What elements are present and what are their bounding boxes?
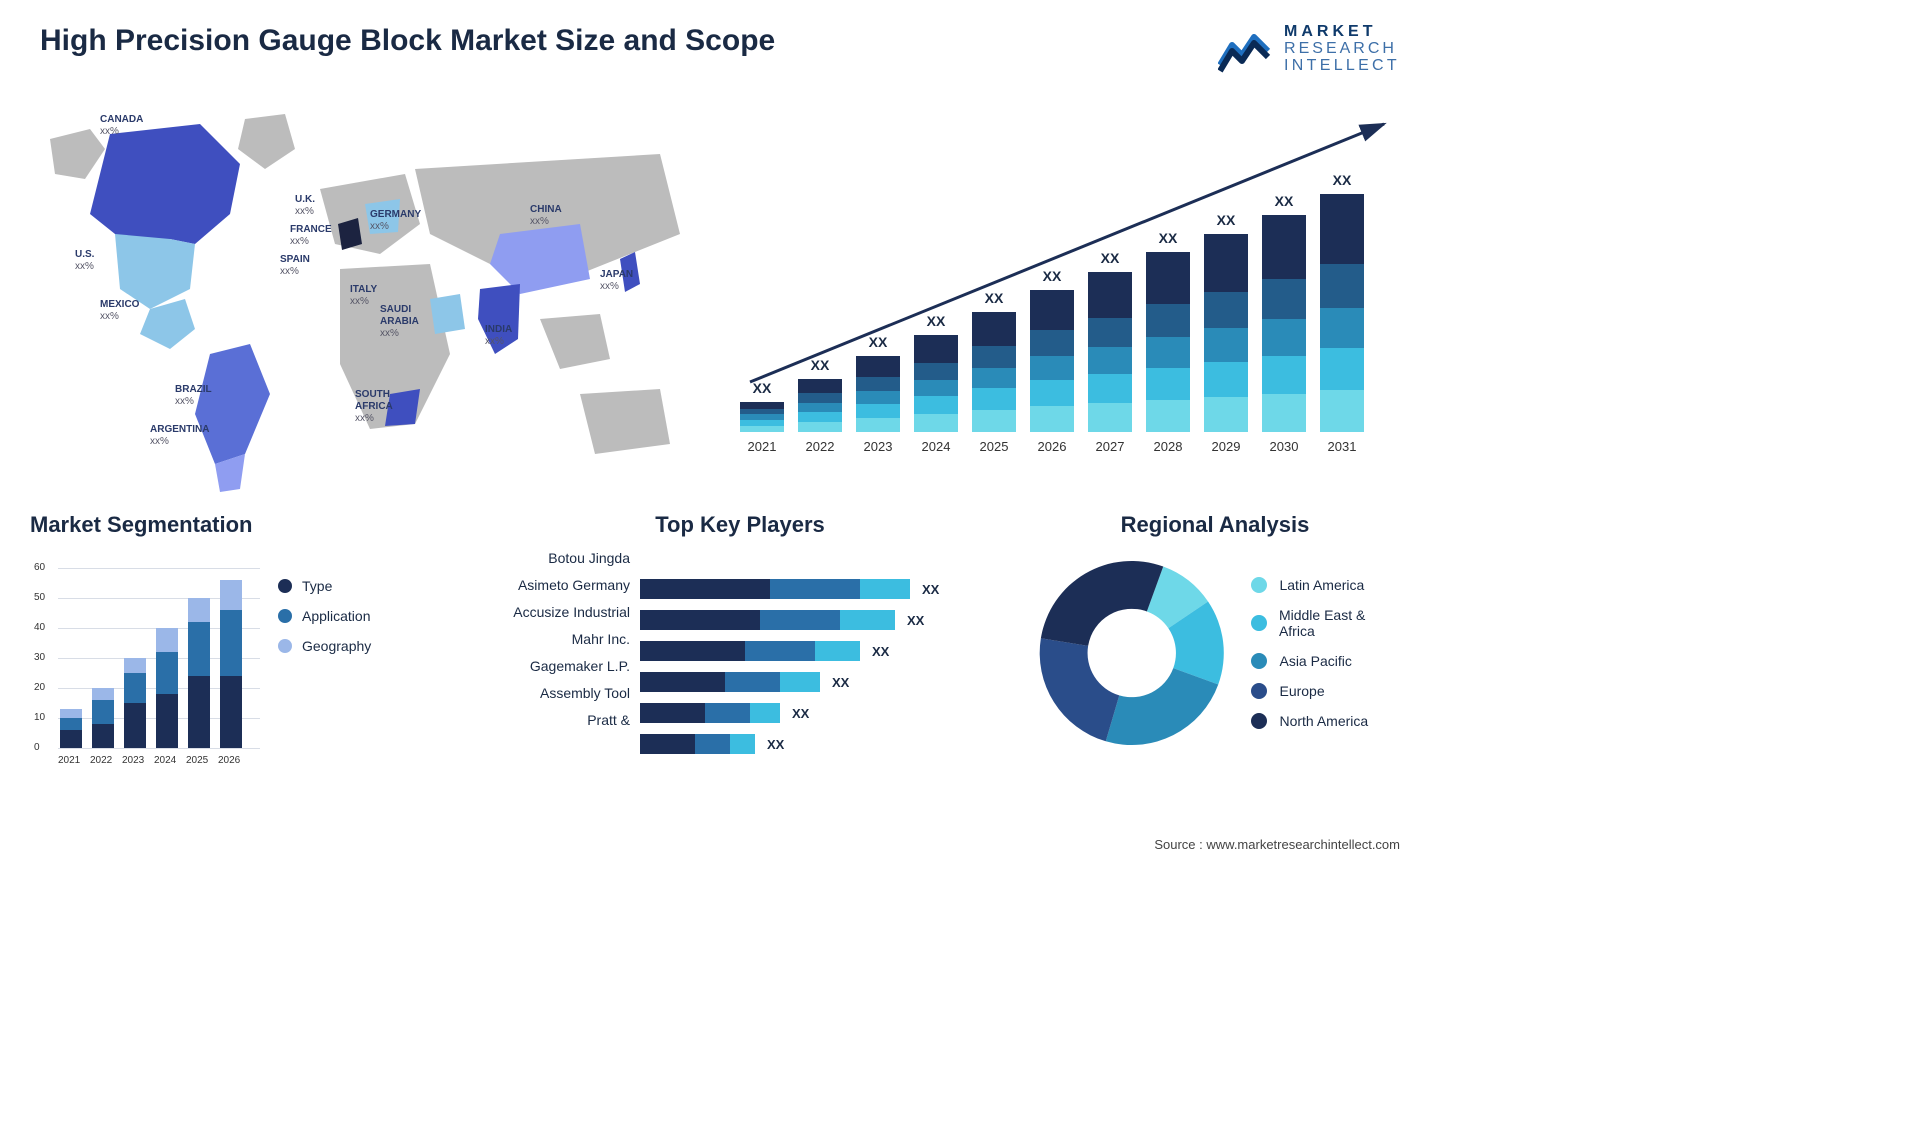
regional-panel: Regional Analysis Latin America Middle Ea… [1030, 512, 1400, 768]
key-player-row: XX [640, 610, 1000, 630]
map-label: ARGENTINAxx% [150, 424, 209, 448]
top-row: CANADAxx% U.S.xx% MEXICOxx% BRAZILxx% ARGENT… [0, 84, 1440, 494]
map-label: CANADAxx% [100, 114, 143, 138]
header: High Precision Gauge Block Market Size a… [0, 0, 1440, 84]
map-label: ITALYxx% [350, 284, 377, 308]
key-player-label: Pratt & [480, 712, 630, 728]
donut-segment [1040, 639, 1120, 742]
map-label: JAPANxx% [600, 269, 633, 293]
map-label: SPAINxx% [280, 254, 310, 278]
map-label: SOUTHAFRICAxx% [355, 389, 393, 425]
segmentation-panel: Market Segmentation 0 10 20 30 40 50 60 2021 202… [30, 512, 450, 768]
seg-xlabel: 2021 [58, 755, 80, 766]
segmentation-title: Market Segmentation [30, 512, 450, 538]
seg-ylabel: 50 [34, 592, 45, 603]
segmentation-bar [156, 628, 178, 748]
key-players-panel: Top Key Players Botou Jingda Asimeto Germ… [480, 512, 1000, 768]
segmentation-legend-item: Type [278, 578, 371, 594]
regional-legend-item: Europe [1251, 683, 1400, 699]
regional-legend-item: Asia Pacific [1251, 653, 1400, 669]
key-player-label: Gagemaker L.P. [480, 658, 630, 674]
map-label: INDIAxx% [485, 324, 512, 348]
key-player-value: XX [872, 644, 889, 659]
segmentation-bar [124, 658, 146, 748]
key-players-labels: Botou Jingda Asimeto Germany Accusize Indu… [480, 548, 630, 754]
regional-legend-item: North America [1251, 713, 1400, 729]
map-label: GERMANYxx% [370, 209, 421, 233]
key-player-row: XX [640, 734, 1000, 754]
logo-line2: RESEARCH [1284, 41, 1400, 58]
key-players-bars: XX XX XX XX XX XX [640, 548, 1000, 754]
regional-legend-item: Latin America [1251, 577, 1400, 593]
key-player-label: Botou Jingda [480, 550, 630, 566]
market-size-chart: 2021XX2022XX2023XX2024XX2025XX2026XX2027… [730, 94, 1400, 494]
logo-icon [1218, 25, 1272, 73]
segmentation-bar [188, 598, 210, 748]
world-map-panel: CANADAxx% U.S.xx% MEXICOxx% BRAZILxx% ARGENT… [20, 94, 700, 494]
segmentation-bar [220, 580, 242, 748]
key-player-row: XX [640, 641, 1000, 661]
brand-logo: MARKET RESEARCH INTELLECT [1218, 24, 1400, 74]
key-players-title: Top Key Players [480, 512, 1000, 538]
logo-line1: MARKET [1284, 24, 1400, 41]
logo-line3: INTELLECT [1284, 58, 1400, 75]
regional-legend: Latin America Middle East & Africa Asia Pa… [1251, 577, 1400, 729]
map-label: U.S.xx% [75, 249, 94, 273]
key-player-value: XX [792, 706, 809, 721]
seg-ylabel: 30 [34, 652, 45, 663]
segmentation-bar [60, 709, 82, 748]
map-label: CHINAxx% [530, 204, 562, 228]
seg-xlabel: 2026 [218, 755, 240, 766]
key-player-value: XX [767, 737, 784, 752]
donut-segment [1041, 561, 1163, 646]
source-label: Source : www.marketresearchintellect.com [1154, 837, 1400, 852]
segmentation-chart: 0 10 20 30 40 50 60 2021 2022 2023 2024 2025 2026 [30, 548, 260, 768]
segmentation-legend-item: Application [278, 608, 371, 624]
seg-xlabel: 2024 [154, 755, 176, 766]
key-player-label: Accusize Industrial [480, 604, 630, 620]
seg-ylabel: 40 [34, 622, 45, 633]
key-player-label: Mahr Inc. [480, 631, 630, 647]
segmentation-bar [92, 688, 114, 748]
donut-segment [1106, 669, 1218, 746]
regional-legend-item: Middle East & Africa [1251, 607, 1400, 639]
page-title: High Precision Gauge Block Market Size a… [40, 24, 775, 58]
bottom-row: Market Segmentation 0 10 20 30 40 50 60 2021 202… [0, 494, 1440, 768]
key-player-value: XX [832, 675, 849, 690]
map-label: U.K.xx% [295, 194, 315, 218]
regional-title: Regional Analysis [1030, 512, 1400, 538]
seg-ylabel: 0 [34, 742, 40, 753]
map-label: BRAZILxx% [175, 384, 212, 408]
map-label: SAUDIARABIAxx% [380, 304, 419, 340]
logo-text: MARKET RESEARCH INTELLECT [1284, 24, 1400, 74]
key-player-row [640, 548, 1000, 568]
seg-ylabel: 10 [34, 712, 45, 723]
map-label: FRANCExx% [290, 224, 332, 248]
key-player-row: XX [640, 672, 1000, 692]
segmentation-legend: Type Application Geography [278, 578, 371, 768]
key-player-label: Assembly Tool [480, 685, 630, 701]
seg-ylabel: 60 [34, 562, 45, 573]
seg-xlabel: 2022 [90, 755, 112, 766]
seg-xlabel: 2023 [122, 755, 144, 766]
key-player-label: Asimeto Germany [480, 577, 630, 593]
trend-arrow-icon [730, 94, 1400, 454]
key-player-value: XX [907, 613, 924, 628]
key-player-value: XX [922, 582, 939, 597]
regional-donut-chart [1030, 548, 1233, 758]
segmentation-legend-item: Geography [278, 638, 371, 654]
key-player-row: XX [640, 579, 1000, 599]
map-label: MEXICOxx% [100, 299, 139, 323]
key-player-row: XX [640, 703, 1000, 723]
seg-ylabel: 20 [34, 682, 45, 693]
seg-xlabel: 2025 [186, 755, 208, 766]
